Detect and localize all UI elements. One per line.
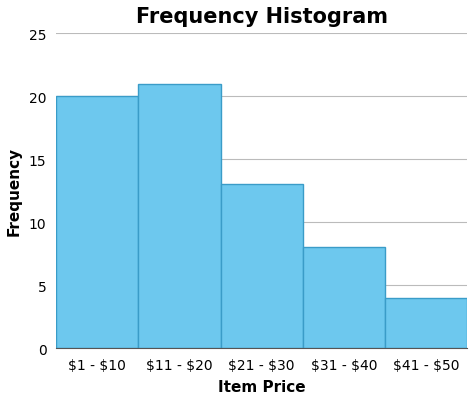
Bar [220, 185, 303, 348]
Y-axis label: Frequency: Frequency [7, 147, 22, 236]
Title: Frequency Histogram: Frequency Histogram [136, 7, 388, 27]
Bar [56, 97, 138, 348]
Bar [385, 298, 467, 348]
Bar [138, 84, 220, 348]
Bar [303, 248, 385, 348]
X-axis label: Item Price: Item Price [218, 379, 305, 394]
